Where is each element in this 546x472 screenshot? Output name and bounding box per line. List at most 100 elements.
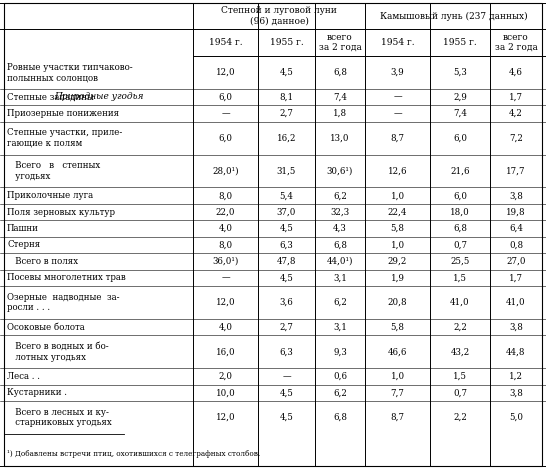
Text: 7,4: 7,4 xyxy=(453,109,467,118)
Text: 12,0: 12,0 xyxy=(216,68,235,77)
Text: —: — xyxy=(221,109,230,118)
Text: Посевы многолетних трав: Посевы многолетних трав xyxy=(7,273,126,282)
Text: 2,7: 2,7 xyxy=(280,109,293,118)
Text: 17,7: 17,7 xyxy=(506,167,526,176)
Text: 5,8: 5,8 xyxy=(390,224,405,233)
Text: 2,2: 2,2 xyxy=(453,413,467,422)
Text: 4,5: 4,5 xyxy=(280,224,293,233)
Text: Всего в лесных и ку-
   старниковых угодьях: Всего в лесных и ку- старниковых угодьях xyxy=(7,408,112,427)
Text: Пашни: Пашни xyxy=(7,224,39,233)
Text: 1,7: 1,7 xyxy=(509,93,523,101)
Text: 0,8: 0,8 xyxy=(509,241,523,250)
Text: Осоковые болота: Осоковые болота xyxy=(7,323,85,332)
Text: 5,3: 5,3 xyxy=(453,68,467,77)
Text: 2,0: 2,0 xyxy=(218,372,233,381)
Text: 1955 г.: 1955 г. xyxy=(443,38,477,47)
Text: 46,6: 46,6 xyxy=(388,347,407,356)
Text: 0,7: 0,7 xyxy=(453,388,467,397)
Text: 31,5: 31,5 xyxy=(277,167,296,176)
Text: 4,3: 4,3 xyxy=(333,224,347,233)
Text: 16,2: 16,2 xyxy=(277,134,296,143)
Text: 6,0: 6,0 xyxy=(453,191,467,200)
Text: 5,4: 5,4 xyxy=(280,191,293,200)
Text: 0,6: 0,6 xyxy=(333,372,347,381)
Text: 3,8: 3,8 xyxy=(509,323,523,332)
Text: 27,0: 27,0 xyxy=(506,257,526,266)
Text: 4,2: 4,2 xyxy=(509,109,523,118)
Text: 6,2: 6,2 xyxy=(333,191,347,200)
Text: Всего в полях: Всего в полях xyxy=(7,257,78,266)
Text: 12,0: 12,0 xyxy=(216,413,235,422)
Text: 1954 г.: 1954 г. xyxy=(381,38,414,47)
Text: 18,0: 18,0 xyxy=(450,208,470,217)
Text: 16,0: 16,0 xyxy=(216,347,235,356)
Text: 5,8: 5,8 xyxy=(390,323,405,332)
Text: 4,0: 4,0 xyxy=(218,224,233,233)
Text: Приколочные луга: Приколочные луга xyxy=(7,191,93,200)
Text: 4,5: 4,5 xyxy=(280,68,293,77)
Text: 1,5: 1,5 xyxy=(453,372,467,381)
Text: Приозерные понижения: Приозерные понижения xyxy=(7,109,119,118)
Text: Степные западины: Степные западины xyxy=(7,93,94,101)
Text: 6,8: 6,8 xyxy=(333,413,347,422)
Text: Всего в водных и бо-
   лотных угодьях: Всего в водных и бо- лотных угодьях xyxy=(7,342,109,362)
Text: 6,4: 6,4 xyxy=(509,224,523,233)
Text: 1,0: 1,0 xyxy=(390,191,405,200)
Text: 21,6: 21,6 xyxy=(450,167,470,176)
Text: 1,0: 1,0 xyxy=(390,241,405,250)
Text: 2,9: 2,9 xyxy=(453,93,467,101)
Text: 1,9: 1,9 xyxy=(390,273,405,282)
Text: 28,0¹): 28,0¹) xyxy=(212,167,239,176)
Text: 7,4: 7,4 xyxy=(333,93,347,101)
Text: 6,3: 6,3 xyxy=(280,241,293,250)
Text: 12,6: 12,6 xyxy=(388,167,407,176)
Text: 6,8: 6,8 xyxy=(333,241,347,250)
Text: 6,8: 6,8 xyxy=(333,68,347,77)
Text: 41,0: 41,0 xyxy=(450,298,470,307)
Text: Стерня: Стерня xyxy=(7,241,40,250)
Text: 25,5: 25,5 xyxy=(450,257,470,266)
Text: 1954 г.: 1954 г. xyxy=(209,38,242,47)
Text: 6,0: 6,0 xyxy=(453,134,467,143)
Text: 6,3: 6,3 xyxy=(280,347,293,356)
Text: —: — xyxy=(393,93,402,101)
Text: 44,8: 44,8 xyxy=(506,347,526,356)
Text: 9,3: 9,3 xyxy=(333,347,347,356)
Text: 22,4: 22,4 xyxy=(388,208,407,217)
Text: 1,5: 1,5 xyxy=(453,273,467,282)
Text: всего
за 2 года: всего за 2 года xyxy=(318,33,361,52)
Text: 6,0: 6,0 xyxy=(218,134,233,143)
Text: Степной и луговой луни
(96) данное): Степной и луговой луни (96) данное) xyxy=(221,6,337,25)
Text: —: — xyxy=(221,273,230,282)
Text: 1,2: 1,2 xyxy=(509,372,523,381)
Text: 3,8: 3,8 xyxy=(509,388,523,397)
Text: 43,2: 43,2 xyxy=(450,347,470,356)
Text: 12,0: 12,0 xyxy=(216,298,235,307)
Text: Камышовый лунь (237 данных): Камышовый лунь (237 данных) xyxy=(379,11,527,21)
Text: —: — xyxy=(393,109,402,118)
Text: 47,8: 47,8 xyxy=(277,257,296,266)
Text: 8,0: 8,0 xyxy=(218,191,233,200)
Text: 36,0¹): 36,0¹) xyxy=(212,257,239,266)
Text: Всего   в   степных
   угодьях: Всего в степных угодьях xyxy=(7,161,100,181)
Text: 8,7: 8,7 xyxy=(390,413,405,422)
Text: 4,5: 4,5 xyxy=(280,273,293,282)
Text: 19,8: 19,8 xyxy=(506,208,526,217)
Text: 1,8: 1,8 xyxy=(333,109,347,118)
Text: 1,7: 1,7 xyxy=(509,273,523,282)
Text: Леса . .: Леса . . xyxy=(7,372,40,381)
Text: 8,1: 8,1 xyxy=(280,93,294,101)
Text: 20,8: 20,8 xyxy=(388,298,407,307)
Text: 0,7: 0,7 xyxy=(453,241,467,250)
Text: 7,2: 7,2 xyxy=(509,134,523,143)
Text: 30,6¹): 30,6¹) xyxy=(327,167,353,176)
Text: 8,7: 8,7 xyxy=(390,134,405,143)
Text: 41,0: 41,0 xyxy=(506,298,526,307)
Text: ¹) Добавлены встречи птиц, охотившихся с телеграфных столбов.: ¹) Добавлены встречи птиц, охотившихся с… xyxy=(7,450,260,458)
Text: 3,6: 3,6 xyxy=(280,298,293,307)
Text: 7,7: 7,7 xyxy=(390,388,405,397)
Text: 1,0: 1,0 xyxy=(390,372,405,381)
Text: 4,6: 4,6 xyxy=(509,68,523,77)
Text: —: — xyxy=(282,372,291,381)
Text: 44,0¹): 44,0¹) xyxy=(327,257,353,266)
